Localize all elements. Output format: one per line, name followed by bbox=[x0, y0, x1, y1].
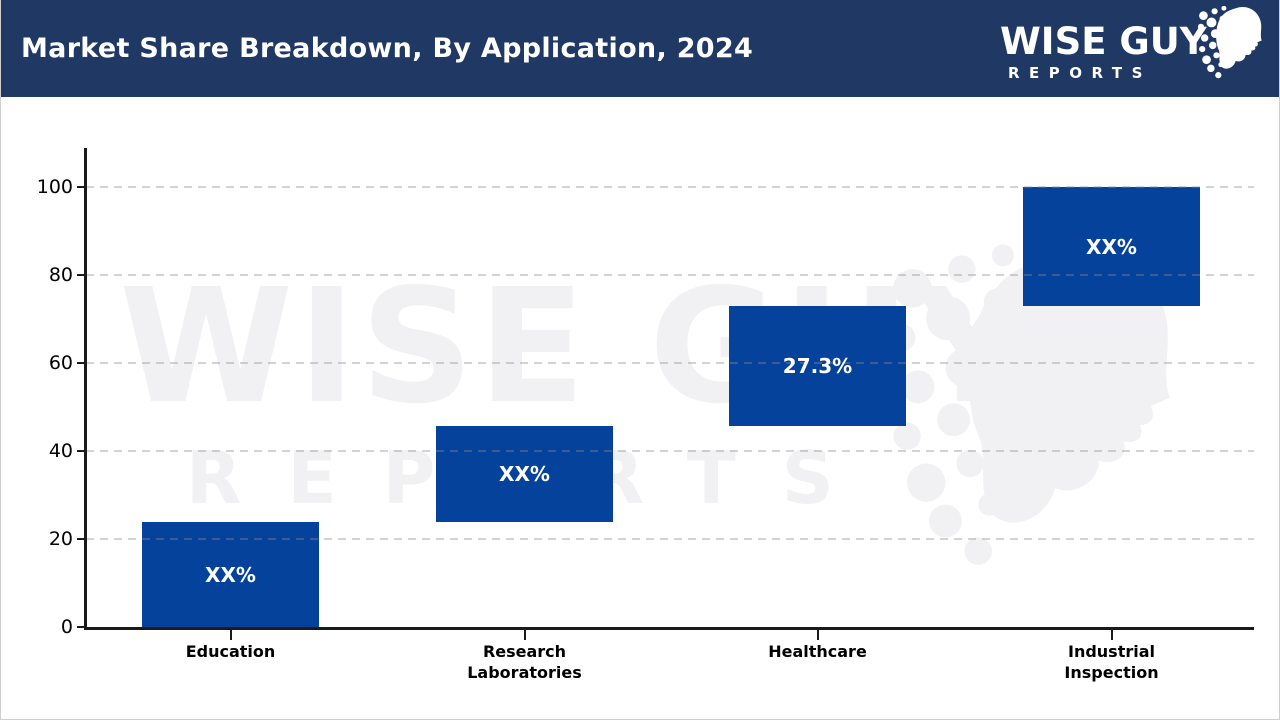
logo-face-icon bbox=[1197, 6, 1262, 79]
bar-research-laboratories bbox=[436, 426, 613, 523]
x-axis-label-industrial-inspection: Industrial Inspection bbox=[1064, 642, 1159, 682]
y-tick-100 bbox=[77, 186, 86, 188]
y-axis-spine bbox=[84, 148, 87, 630]
x-axis-label-education: Education bbox=[185, 642, 276, 661]
gridline-y20 bbox=[86, 538, 1254, 540]
bar-education bbox=[142, 522, 319, 627]
logo-subtext: REPORTS bbox=[1008, 64, 1152, 82]
bar-label-healthcare: 27.3% bbox=[782, 354, 853, 379]
x-tick-research-laboratories bbox=[523, 630, 526, 640]
logo-wordmark-text: WISE GUY bbox=[1000, 20, 1208, 63]
gridline-y40 bbox=[86, 450, 1254, 452]
page-title: Market Share Breakdown, By Application, … bbox=[21, 33, 754, 64]
header-band: Market Share Breakdown, By Application, … bbox=[1, 0, 1279, 97]
y-tick-0 bbox=[77, 626, 86, 628]
y-tick-label-100: 100 bbox=[36, 176, 73, 198]
x-tick-industrial-inspection bbox=[1110, 630, 1113, 640]
x-tick-healthcare bbox=[816, 630, 819, 640]
bar-industrial-inspection bbox=[1023, 187, 1200, 307]
x-axis-label-research-laboratories: Research Laboratories bbox=[467, 642, 582, 682]
x-axis-spine bbox=[84, 627, 1254, 630]
bar-label-industrial-inspection: XX% bbox=[1086, 234, 1137, 259]
y-tick-label-60: 60 bbox=[48, 352, 73, 374]
bar-label-research-laboratories: XX% bbox=[499, 462, 550, 487]
gridline-y80 bbox=[86, 274, 1254, 276]
y-tick-40 bbox=[77, 450, 86, 452]
bar-label-education: XX% bbox=[205, 562, 256, 587]
gridline-y100 bbox=[86, 186, 1254, 188]
y-tick-80 bbox=[77, 274, 86, 276]
gridline-y60 bbox=[86, 362, 1254, 364]
y-tick-label-20: 20 bbox=[48, 528, 73, 550]
y-tick-label-0: 0 bbox=[60, 616, 73, 638]
wise-guy-logo: WISE GUY REPORTS bbox=[1000, 6, 1262, 82]
y-tick-60 bbox=[77, 362, 86, 364]
bar-healthcare bbox=[729, 306, 906, 427]
y-tick-label-40: 40 bbox=[48, 440, 73, 462]
x-tick-education bbox=[229, 630, 232, 640]
x-axis-label-healthcare: Healthcare bbox=[768, 642, 867, 661]
y-tick-20 bbox=[77, 538, 86, 540]
y-tick-label-80: 80 bbox=[48, 264, 73, 286]
